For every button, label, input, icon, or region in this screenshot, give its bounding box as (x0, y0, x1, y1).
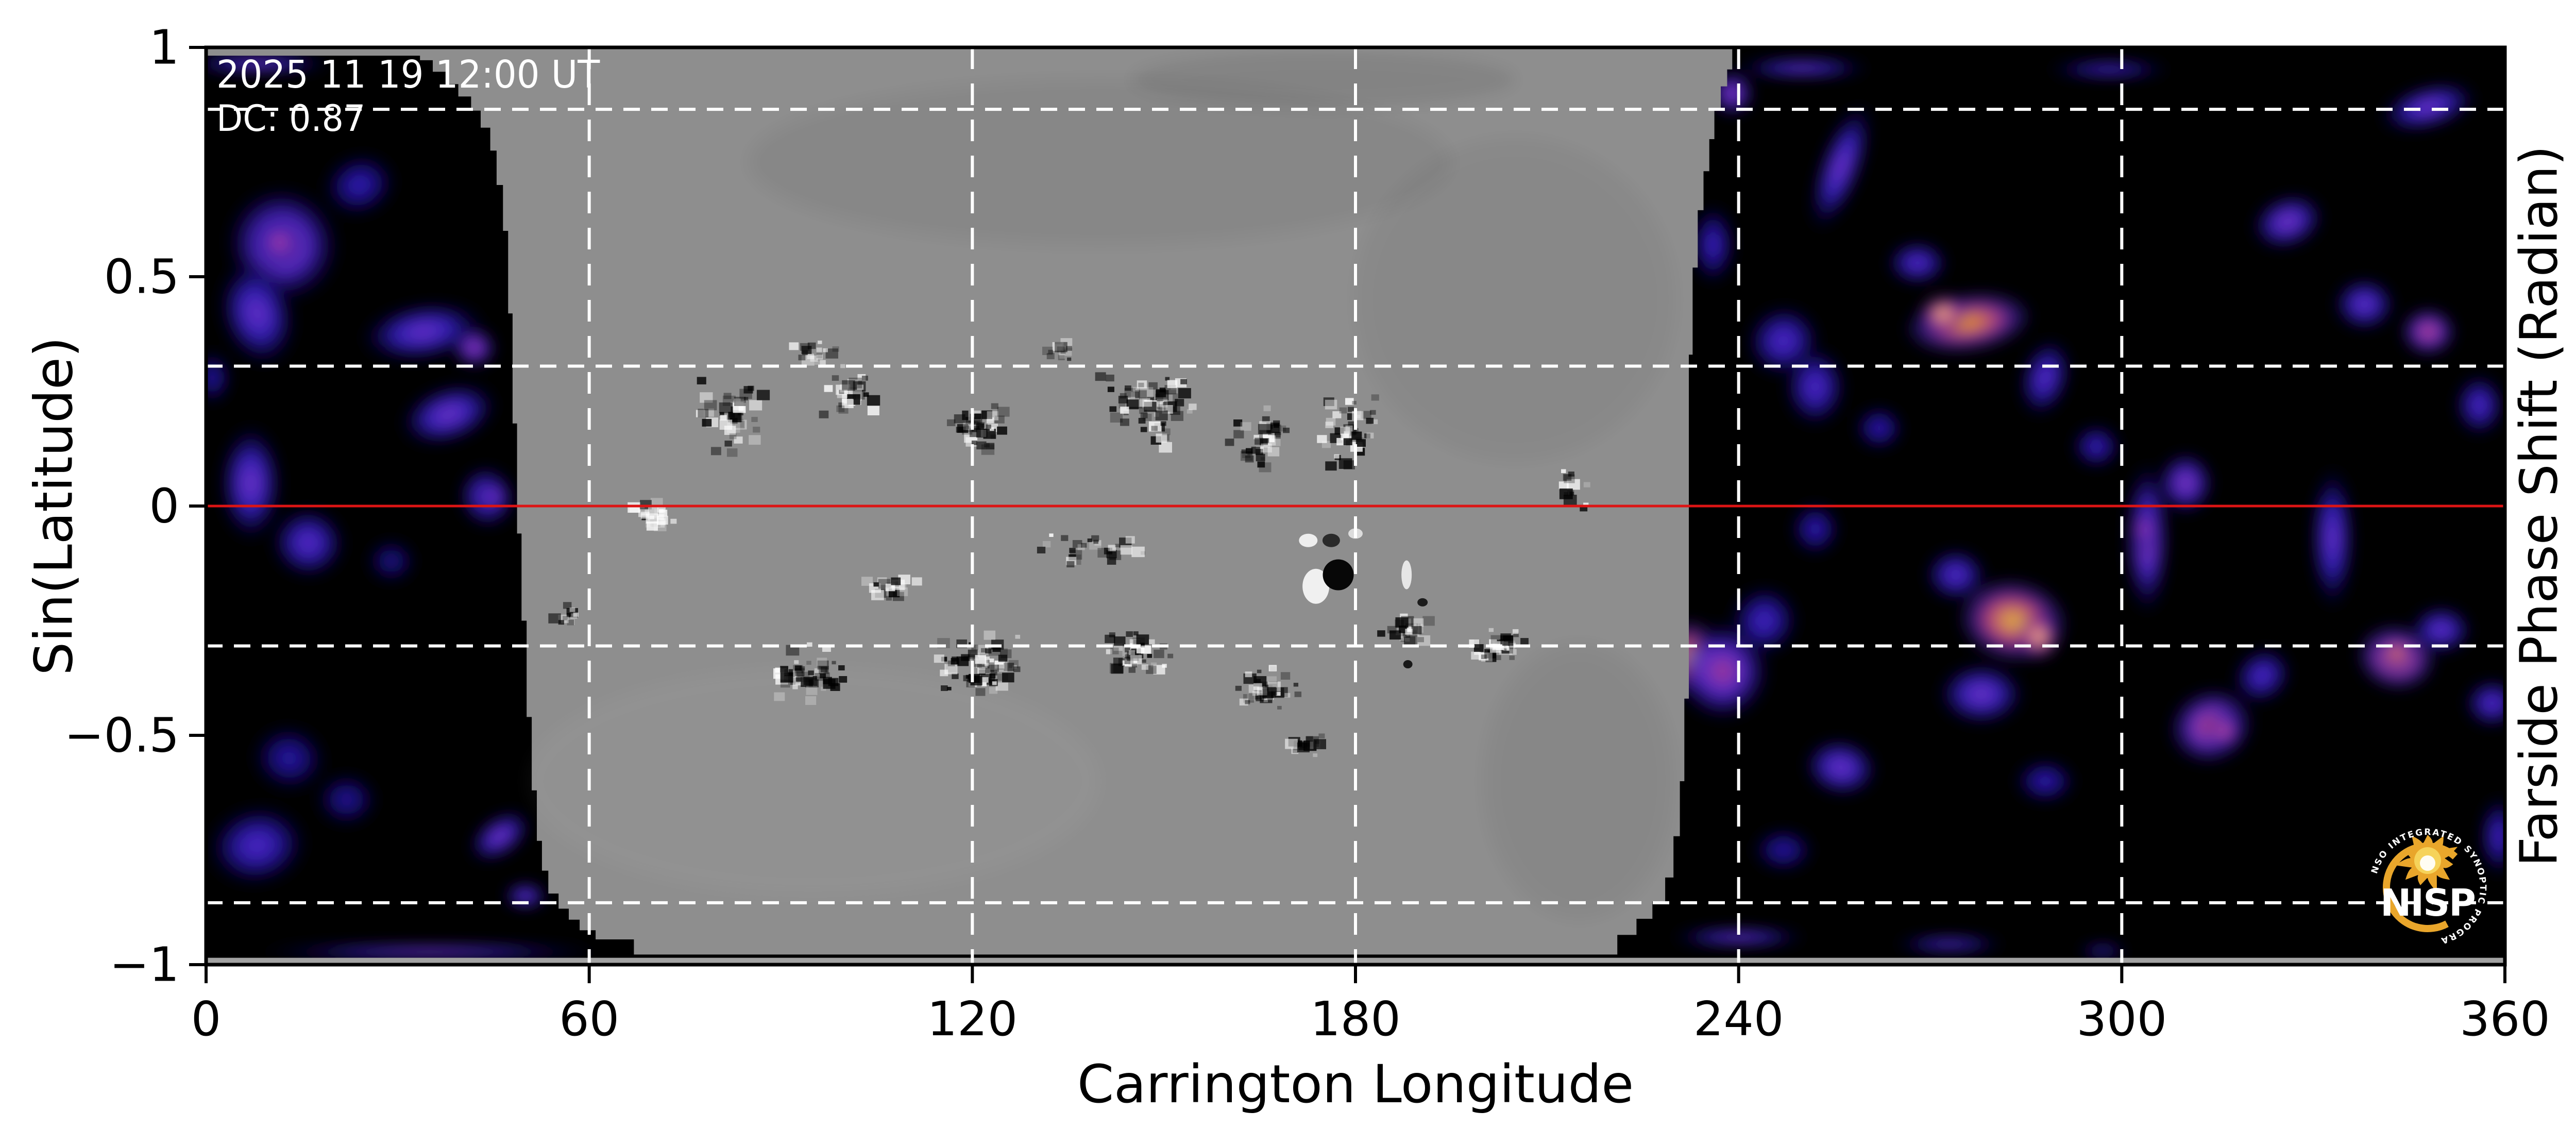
farside-blob (2310, 464, 2355, 612)
gray-texture-patch (1355, 139, 1675, 460)
frontside-magnetogram (206, 47, 2505, 965)
farside-blob (1892, 935, 2007, 952)
y-axis-title: Sin(Latitude) (23, 336, 85, 676)
bipolar-active-region (1302, 568, 1330, 604)
farside-blob (206, 350, 232, 406)
bipolar-active-region (1299, 533, 1318, 547)
farside-blob (2378, 81, 2478, 133)
farside-blob (2071, 423, 2122, 469)
plot-area (206, 47, 2505, 965)
farside-blob (1751, 827, 1816, 873)
y-tick-label: 0 (149, 478, 179, 534)
annotation-datetime: 2025 11 19 12:00 UT (216, 53, 600, 97)
farside-blob (218, 423, 283, 543)
active-region-speckles (548, 338, 1590, 757)
farside-blob (1809, 102, 1873, 232)
farside-blob (2409, 604, 2473, 655)
farside-blob (2018, 614, 2059, 660)
gray-texture-patch (1483, 644, 1675, 919)
x-tick-label: 120 (927, 991, 1018, 1047)
y-tick-label: −1 (109, 937, 179, 992)
farside-blob (2378, 634, 2414, 671)
farside-blob (1885, 240, 1950, 286)
farside-blob (1803, 737, 1879, 798)
x-tick-label: 240 (1693, 991, 1784, 1047)
farside-blob (1936, 662, 2026, 727)
farside-blob (2206, 712, 2242, 749)
frontside-region (420, 47, 1733, 955)
x-tick-label: 180 (1310, 991, 1401, 1047)
farside-blob (1789, 501, 1841, 557)
gridlines (206, 47, 2505, 965)
bipolar-active-region (1322, 533, 1340, 547)
annotation-duty-cycle: DC: 0.87 (216, 97, 366, 140)
x-axis-title: Carrington Longitude (1077, 1054, 1634, 1115)
x-tick-label: 300 (2076, 991, 2167, 1047)
logo-sun-icon (2395, 835, 2458, 893)
farside-blob (2453, 373, 2505, 437)
annotation-block: 2025 11 19 12:00 UT DC: 0.87 (216, 53, 600, 140)
farside-blob (1728, 584, 1800, 658)
farside-blob (2131, 506, 2157, 552)
farside-blob (2045, 60, 2173, 79)
farside-blob (2399, 306, 2458, 357)
farside-blob (1783, 345, 1848, 428)
farside-blob (217, 259, 297, 368)
farside-blob (1668, 928, 1809, 947)
x-tick-label: 360 (2460, 991, 2550, 1047)
farside-blob (1853, 405, 1905, 451)
farside-blob (503, 882, 548, 910)
farside-blob (1919, 294, 1968, 333)
plot-border (204, 45, 2507, 967)
farside-blob (314, 772, 379, 827)
farside-blob (2463, 678, 2505, 729)
bipolar-active-region (1323, 559, 1354, 591)
farside-blob (1732, 58, 1873, 78)
farside-blob (477, 478, 510, 515)
y-tick-label: −0.5 (64, 708, 179, 763)
farside-blob (206, 803, 308, 887)
farside-blob (257, 219, 302, 265)
farside-blob (2332, 277, 2397, 332)
farside-blob (468, 810, 531, 863)
farside-blob (2232, 646, 2293, 705)
farside-blob (2479, 795, 2505, 878)
farside-blob (1924, 547, 1988, 602)
gray-texture-patch (749, 79, 1451, 245)
farside-phase-blobs (206, 53, 2505, 959)
x-tick-label: 60 (559, 991, 620, 1047)
farside-blob (250, 944, 608, 959)
farside-blob (321, 152, 397, 218)
farside-blob (2157, 451, 2215, 515)
y-tick-label: 0.5 (104, 249, 179, 305)
farside-blob (2250, 192, 2325, 251)
farside-blob (206, 53, 334, 74)
farside-blob (452, 327, 497, 368)
farside-blob (2018, 337, 2072, 418)
bipolar-active-region (1417, 598, 1428, 607)
farside-blob (1690, 203, 1736, 286)
x-tick-label: 0 (191, 991, 222, 1047)
nisp-logo: NSO INTEGRATED SYNOPTIC PROGRAM NISP (2369, 827, 2486, 946)
farside-blob (2077, 944, 2128, 957)
bipolar-active-region (1401, 560, 1412, 590)
top-edge-strip (206, 47, 423, 56)
colorbar-phase-title: Farside Phase Shift (Radian) (2509, 145, 2569, 867)
nisp-logo-wordmark: NISP (2380, 881, 2475, 924)
y-tick-label: 1 (149, 20, 179, 75)
farside-blob (270, 506, 347, 580)
farside-blob (399, 382, 498, 447)
farside-blob (2013, 758, 2077, 804)
farside-blob (250, 723, 328, 793)
farside-blob (365, 538, 417, 584)
bipolar-active-region (1403, 660, 1413, 669)
